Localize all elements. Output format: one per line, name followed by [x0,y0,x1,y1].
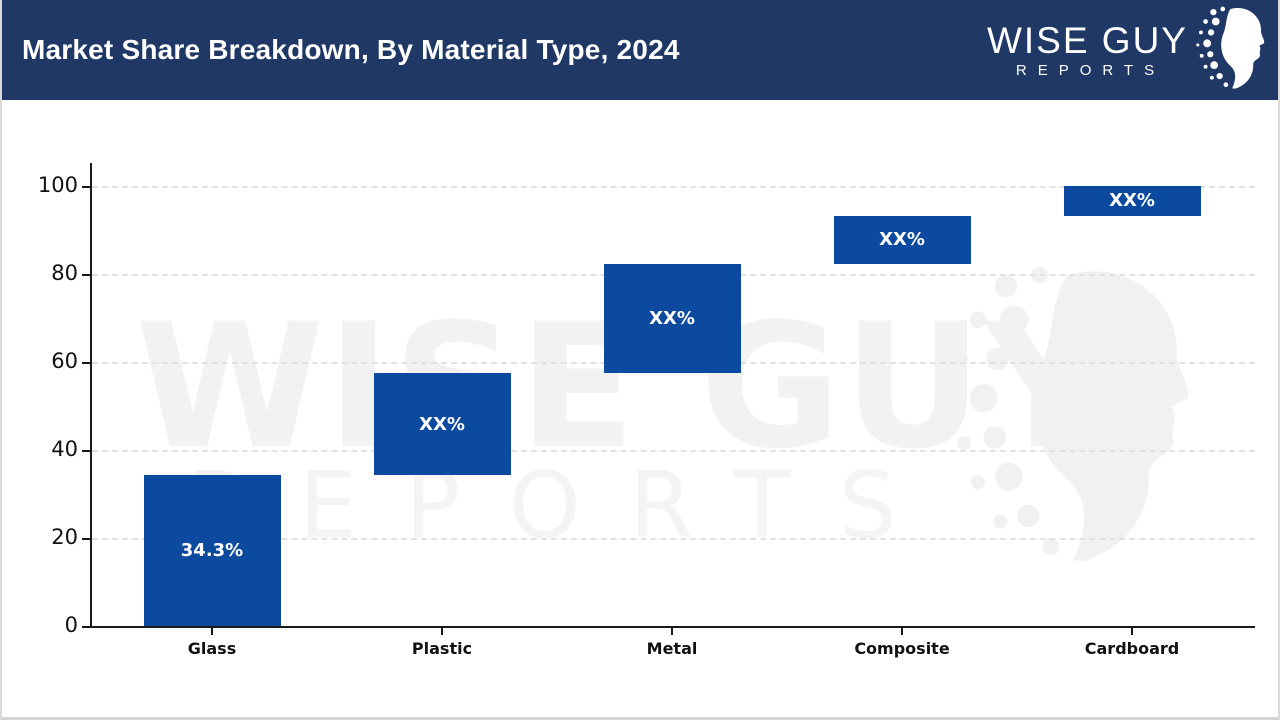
dotted-head-icon [1190,4,1268,96]
watermark-head-icon [922,200,1202,634]
bar-value-label: XX% [419,413,465,435]
gridline [92,538,1255,540]
y-tick-label: 40 [51,437,78,461]
x-tick-mark [441,627,443,635]
y-tick-label: 100 [37,173,78,197]
y-tick-mark [82,450,90,452]
y-tick-mark [82,362,90,364]
y-tick-mark [82,274,90,276]
bar-value-label: XX% [649,307,695,329]
gridline [92,450,1255,452]
bar: 34.3% [143,475,281,626]
y-tick-label: 60 [51,349,78,373]
bar-value-label: XX% [1109,190,1155,212]
x-tick-mark [1131,627,1133,635]
wise-guy-logo: WISE GUY REPORTS [987,4,1268,96]
x-tick-label: Cardboard [1084,639,1180,658]
logo-wordmark: WISE GUY [986,20,1188,61]
x-axis-spine [90,626,1255,628]
x-tick-mark [901,627,903,635]
x-tick-mark [671,627,673,635]
logo-text: WISE GUY REPORTS [987,22,1188,78]
x-tick-label: Glass [187,639,237,658]
y-tick-mark [82,626,90,628]
x-tick-label: Composite [854,639,950,658]
logo-subtitle: REPORTS [1015,62,1166,79]
bar: XX% [833,215,971,264]
y-tick-label: 0 [64,613,78,637]
bar: XX% [373,373,511,476]
y-tick-label: 20 [51,525,78,549]
watermark-subtitle: REPORTS [187,452,945,559]
x-tick-label: Metal [646,639,698,658]
bar-value-label: XX% [879,229,925,251]
y-tick-label: 80 [51,261,78,285]
chart-area: WISE GUY REPORTS 34.3% Glass XX% Plastic XX%… [2,100,1278,717]
page-title: Market Share Breakdown, By Material Type… [22,34,680,65]
y-tick-mark [82,186,90,188]
x-tick-mark [211,627,213,635]
header-bar: Market Share Breakdown, By Material Type… [2,0,1278,100]
bar-value-label: 34.3% [180,540,244,562]
gridline [92,186,1255,188]
bar: XX% [603,263,741,373]
bar: XX% [1063,186,1201,216]
x-tick-label: Plastic [411,639,473,658]
y-tick-mark [82,538,90,540]
y-axis-spine [90,163,92,628]
